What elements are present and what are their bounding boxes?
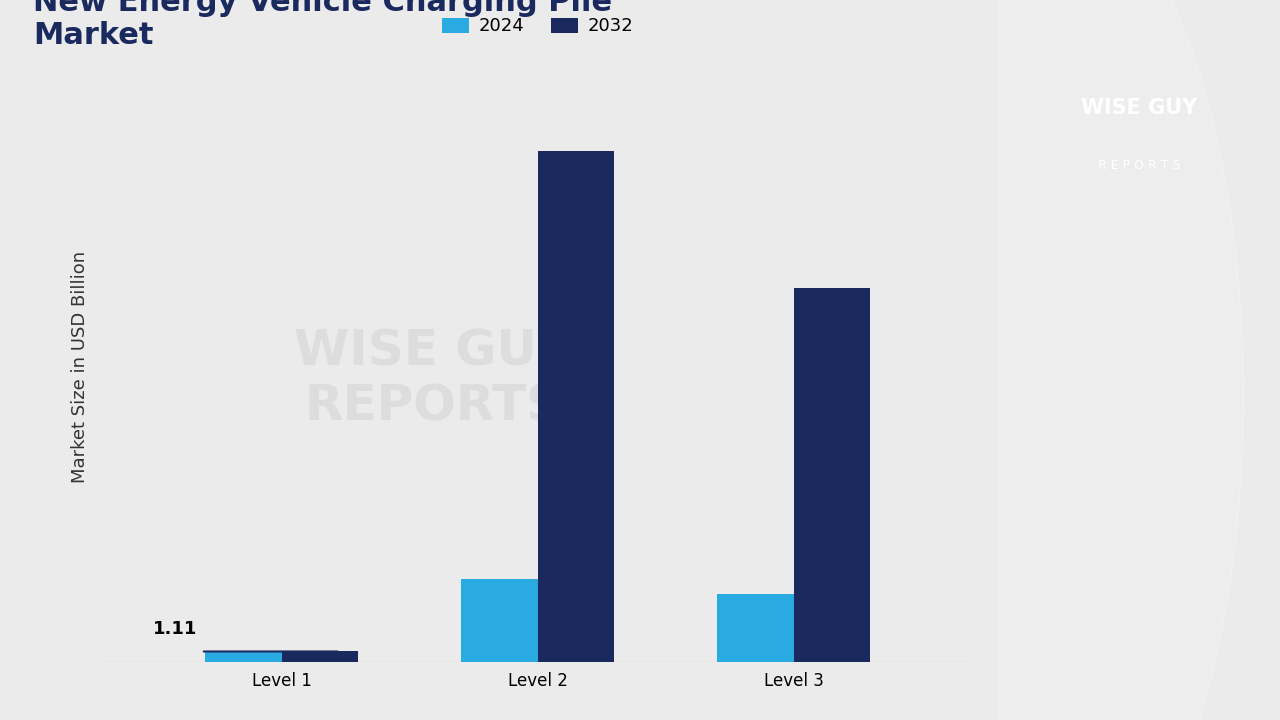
Bar <box>205 652 282 662</box>
Text: WISE GUY: WISE GUY <box>1082 98 1197 118</box>
Bar <box>282 652 358 662</box>
Y-axis label: Market Size in USD Billion: Market Size in USD Billion <box>70 251 88 483</box>
Bar <box>538 150 614 662</box>
Bar <box>794 289 870 662</box>
Text: R E P O R T S: R E P O R T S <box>1098 159 1180 172</box>
Text: WISE GUY
REPORTS: WISE GUY REPORTS <box>293 327 572 431</box>
Legend: 2024, 2032: 2024, 2032 <box>435 10 640 42</box>
Circle shape <box>838 0 1243 720</box>
Bar <box>717 593 794 662</box>
Text: New Energy Vehicle Charging Pile
Market: New Energy Vehicle Charging Pile Market <box>33 0 612 50</box>
Text: 1.11: 1.11 <box>152 620 197 638</box>
Bar <box>461 579 538 662</box>
